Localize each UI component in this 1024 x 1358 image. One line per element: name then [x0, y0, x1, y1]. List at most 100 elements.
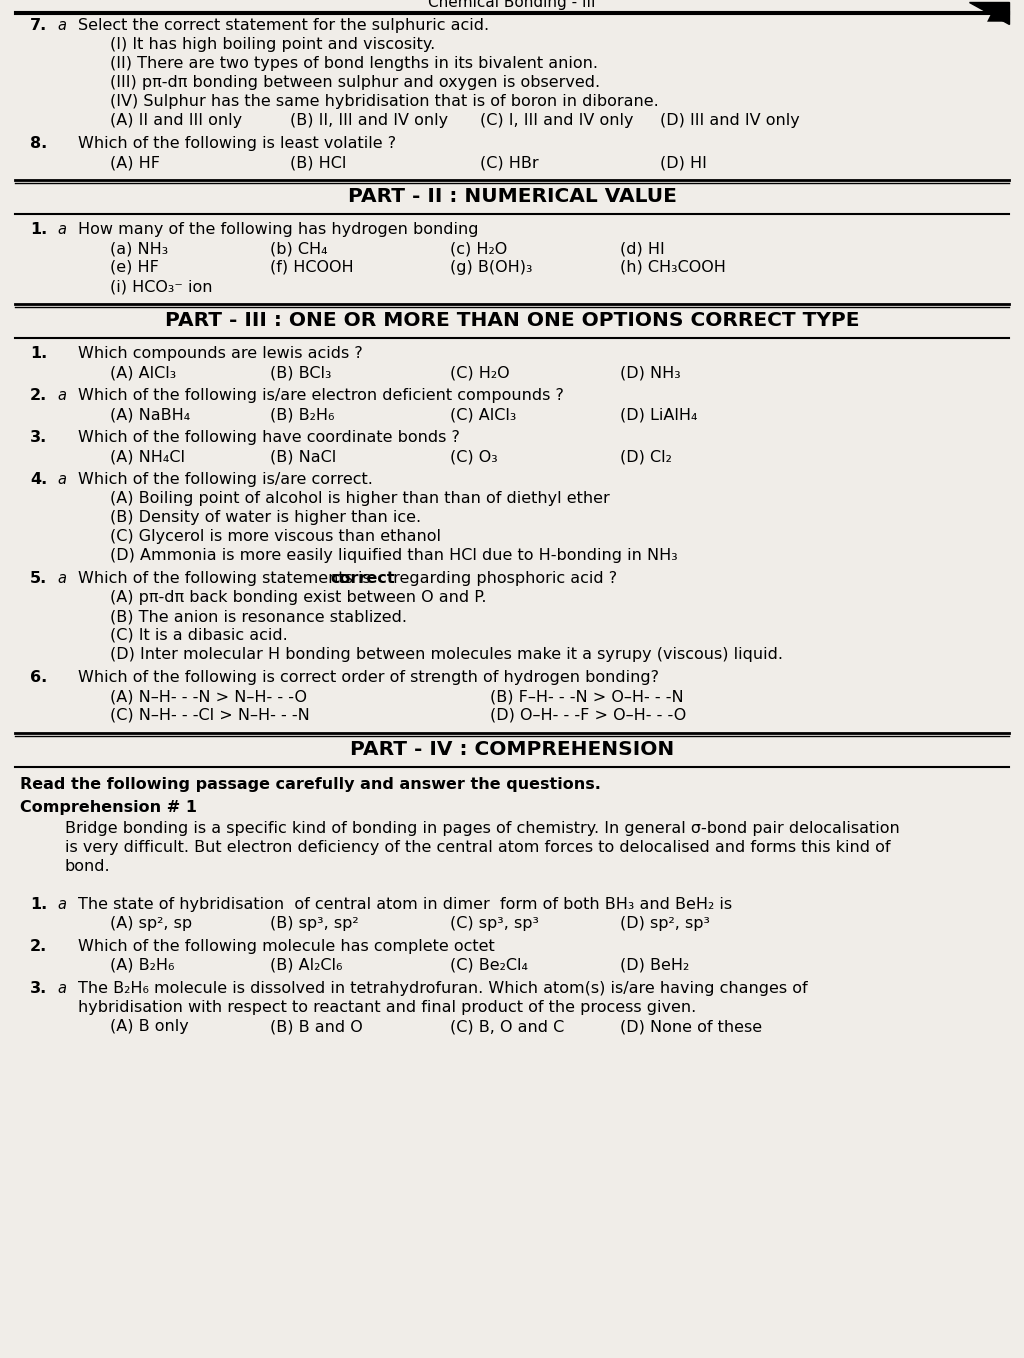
- Text: 1.: 1.: [30, 898, 47, 913]
- Text: (C) N–H- - -Cl > N–H- - -N: (C) N–H- - -Cl > N–H- - -N: [110, 708, 309, 722]
- Text: bond.: bond.: [65, 860, 111, 875]
- Text: (A) Boiling point of alcohol is higher than than of diethyl ether: (A) Boiling point of alcohol is higher t…: [110, 492, 609, 507]
- Text: (D) Cl₂: (D) Cl₂: [620, 449, 672, 464]
- Text: Chemical Bonding - III: Chemical Bonding - III: [428, 0, 596, 10]
- Text: PART - IV : COMPREHENSION: PART - IV : COMPREHENSION: [350, 740, 674, 759]
- Text: 4.: 4.: [30, 473, 47, 488]
- Text: 5.: 5.: [30, 570, 47, 587]
- Text: hybridisation with respect to reactant and final product of the process given.: hybridisation with respect to reactant a…: [78, 999, 696, 1014]
- Text: (a) NH₃: (a) NH₃: [110, 240, 168, 257]
- Text: (D) O–H- - -F > O–H- - -O: (D) O–H- - -F > O–H- - -O: [490, 708, 686, 722]
- Text: (B) F–H- - -N > O–H- - -N: (B) F–H- - -N > O–H- - -N: [490, 689, 684, 703]
- Text: (A) pπ-dπ back bonding exist between O and P.: (A) pπ-dπ back bonding exist between O a…: [110, 589, 486, 606]
- Text: The state of hybridisation  of central atom in dimer  form of both BH₃ and BeH₂ : The state of hybridisation of central at…: [78, 898, 732, 913]
- Text: (B) B and O: (B) B and O: [270, 1018, 362, 1033]
- Text: (C) AlCl₃: (C) AlCl₃: [450, 407, 516, 422]
- Text: (A) HF: (A) HF: [110, 155, 160, 170]
- Text: (B) sp³, sp²: (B) sp³, sp²: [270, 917, 358, 932]
- Text: (IV) Sulphur has the same hybridisation that is of boron in diborane.: (IV) Sulphur has the same hybridisation …: [110, 94, 658, 109]
- Text: (g) B(OH)₃: (g) B(OH)₃: [450, 259, 532, 276]
- Text: (D) Ammonia is more easily liquified than HCl due to H-bonding in NH₃: (D) Ammonia is more easily liquified tha…: [110, 549, 678, 564]
- Text: (A) II and III only: (A) II and III only: [110, 113, 242, 128]
- Text: Which of the following molecule has complete octet: Which of the following molecule has comp…: [78, 938, 495, 955]
- Text: Which of the following have coordinate bonds ?: Which of the following have coordinate b…: [78, 430, 460, 445]
- Text: (c) H₂O: (c) H₂O: [450, 240, 507, 257]
- Text: (C) Be₂Cl₄: (C) Be₂Cl₄: [450, 957, 528, 972]
- Text: 2.: 2.: [30, 388, 47, 403]
- Text: a: a: [57, 980, 66, 995]
- Text: Which of the following is least volatile ?: Which of the following is least volatile…: [78, 136, 396, 151]
- Text: Which of the following statements is: Which of the following statements is: [78, 570, 376, 587]
- Text: (C) H₂O: (C) H₂O: [450, 365, 510, 380]
- Text: (A) B only: (A) B only: [110, 1018, 188, 1033]
- Text: (B) HCl: (B) HCl: [290, 155, 346, 170]
- Text: The B₂H₆ molecule is dissolved in tetrahydrofuran. Which atom(s) is/are having c: The B₂H₆ molecule is dissolved in tetrah…: [78, 980, 808, 995]
- Text: 3.: 3.: [30, 430, 47, 445]
- Text: (A) sp², sp: (A) sp², sp: [110, 917, 193, 932]
- Text: (B) II, III and IV only: (B) II, III and IV only: [290, 113, 449, 128]
- Text: (B) The anion is resonance stablized.: (B) The anion is resonance stablized.: [110, 608, 407, 623]
- Text: (C) Glycerol is more viscous than ethanol: (C) Glycerol is more viscous than ethano…: [110, 530, 441, 545]
- Text: 1.: 1.: [30, 346, 47, 361]
- Text: (B) Al₂Cl₆: (B) Al₂Cl₆: [270, 957, 342, 972]
- Text: (B) BCl₃: (B) BCl₃: [270, 365, 332, 380]
- Text: a: a: [57, 898, 66, 913]
- Text: 2.: 2.: [30, 938, 47, 955]
- Text: (A) B₂H₆: (A) B₂H₆: [110, 957, 174, 972]
- Text: (I) It has high boiling point and viscosity.: (I) It has high boiling point and viscos…: [110, 37, 435, 52]
- Text: (C) I, III and IV only: (C) I, III and IV only: [480, 113, 634, 128]
- Text: is very difficult. But electron deficiency of the central atom forces to delocal: is very difficult. But electron deficien…: [65, 841, 891, 856]
- Text: (A) NH₄Cl: (A) NH₄Cl: [110, 449, 185, 464]
- Text: (B) B₂H₆: (B) B₂H₆: [270, 407, 335, 422]
- Text: (i) HCO₃⁻ ion: (i) HCO₃⁻ ion: [110, 278, 213, 293]
- Text: a: a: [57, 473, 66, 488]
- Text: PART - II : NUMERICAL VALUE: PART - II : NUMERICAL VALUE: [347, 187, 677, 206]
- Text: regarding phosphoric acid ?: regarding phosphoric acid ?: [388, 570, 617, 587]
- Text: Which of the following is/are correct.: Which of the following is/are correct.: [78, 473, 373, 488]
- Text: a: a: [57, 221, 66, 238]
- Text: (D) sp², sp³: (D) sp², sp³: [620, 917, 710, 932]
- Text: (C) It is a dibasic acid.: (C) It is a dibasic acid.: [110, 627, 288, 642]
- Text: a: a: [57, 570, 66, 587]
- Text: 1.: 1.: [30, 221, 47, 238]
- Text: Read the following passage carefully and answer the questions.: Read the following passage carefully and…: [20, 777, 601, 792]
- Text: (B) Density of water is higher than ice.: (B) Density of water is higher than ice.: [110, 511, 421, 526]
- Text: PART - III : ONE OR MORE THAN ONE OPTIONS CORRECT TYPE: PART - III : ONE OR MORE THAN ONE OPTION…: [165, 311, 859, 330]
- Text: Comprehension # 1: Comprehension # 1: [20, 800, 197, 815]
- Text: 3.: 3.: [30, 980, 47, 995]
- Text: (D) Inter molecular H bonding between molecules make it a syrupy (viscous) liqui: (D) Inter molecular H bonding between mo…: [110, 646, 783, 661]
- Text: 6.: 6.: [30, 669, 47, 684]
- Text: Which of the following is/are electron deficient compounds ?: Which of the following is/are electron d…: [78, 388, 564, 403]
- Text: 7.: 7.: [30, 18, 47, 33]
- Text: (D) None of these: (D) None of these: [620, 1018, 762, 1033]
- Text: (A) NaBH₄: (A) NaBH₄: [110, 407, 190, 422]
- Text: (A) N–H- - -N > N–H- - -O: (A) N–H- - -N > N–H- - -O: [110, 689, 307, 703]
- Text: (D) BeH₂: (D) BeH₂: [620, 957, 689, 972]
- Text: (C) sp³, sp³: (C) sp³, sp³: [450, 917, 539, 932]
- Text: Bridge bonding is a specific kind of bonding in pages of chemistry. In general σ: Bridge bonding is a specific kind of bon…: [65, 822, 900, 837]
- Text: (h) CH₃COOH: (h) CH₃COOH: [620, 259, 726, 276]
- Text: (D) LiAlH₄: (D) LiAlH₄: [620, 407, 697, 422]
- Text: Which of the following is correct order of strength of hydrogen bonding?: Which of the following is correct order …: [78, 669, 659, 684]
- Text: (d) HI: (d) HI: [620, 240, 665, 257]
- Text: (C) B, O and C: (C) B, O and C: [450, 1018, 564, 1033]
- Text: (f) HCOOH: (f) HCOOH: [270, 259, 353, 276]
- Text: (D) III and IV only: (D) III and IV only: [660, 113, 800, 128]
- Text: ▲: ▲: [987, 1, 1004, 22]
- Text: (C) O₃: (C) O₃: [450, 449, 498, 464]
- Text: (C) HBr: (C) HBr: [480, 155, 539, 170]
- Text: 8.: 8.: [30, 136, 47, 151]
- Text: (II) There are two types of bond lengths in its bivalent anion.: (II) There are two types of bond lengths…: [110, 56, 598, 71]
- Text: a: a: [57, 18, 66, 33]
- Text: Select the correct statement for the sulphuric acid.: Select the correct statement for the sul…: [78, 18, 489, 33]
- Text: correct: correct: [330, 570, 394, 587]
- Text: (b) CH₄: (b) CH₄: [270, 240, 328, 257]
- Text: (D) NH₃: (D) NH₃: [620, 365, 681, 380]
- Text: (e) HF: (e) HF: [110, 259, 159, 276]
- Polygon shape: [969, 1, 1009, 24]
- Text: (B) NaCl: (B) NaCl: [270, 449, 336, 464]
- Text: a: a: [57, 388, 66, 403]
- Text: Which compounds are lewis acids ?: Which compounds are lewis acids ?: [78, 346, 362, 361]
- Text: (III) pπ-dπ bonding between sulphur and oxygen is observed.: (III) pπ-dπ bonding between sulphur and …: [110, 75, 600, 90]
- Text: How many of the following has hydrogen bonding: How many of the following has hydrogen b…: [78, 221, 478, 238]
